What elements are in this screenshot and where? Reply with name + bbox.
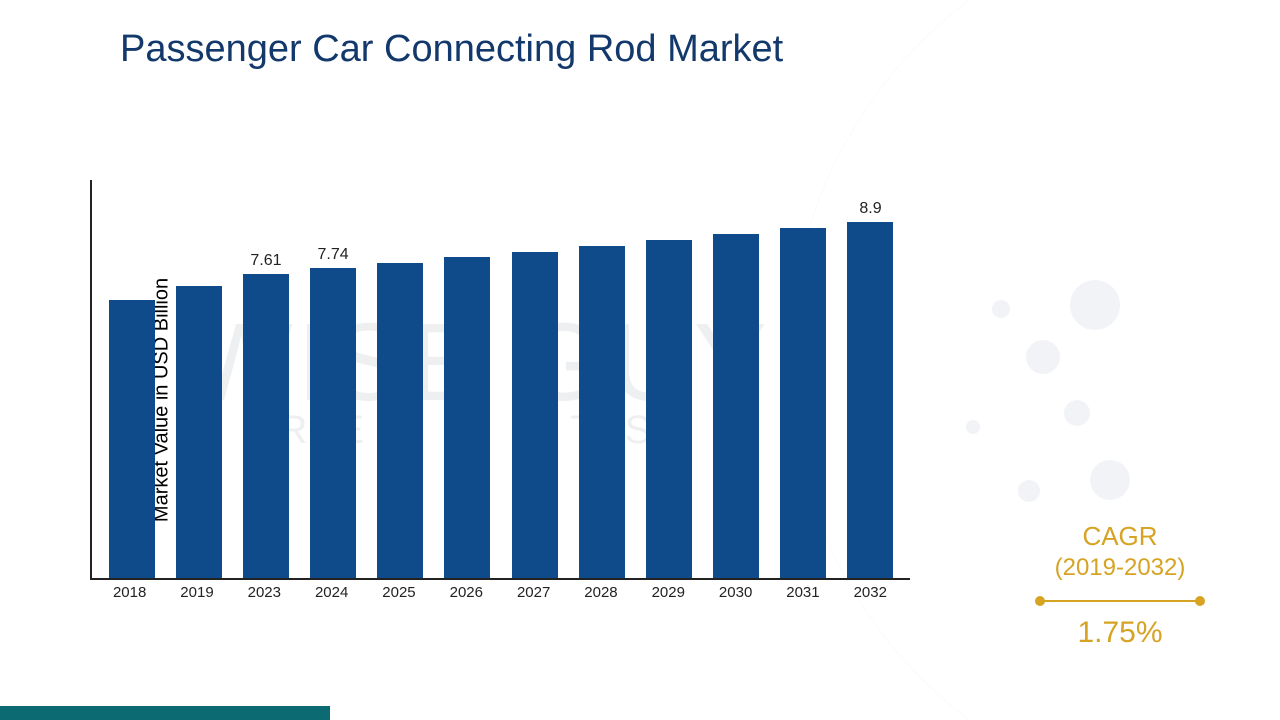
bar: [646, 240, 692, 578]
bar: [780, 228, 826, 578]
bar: [377, 263, 423, 578]
bar-slot: [501, 180, 568, 578]
x-tick-label: 2028: [567, 584, 634, 614]
chart: Market Value in USD Billion 7.617.748.9 …: [50, 180, 910, 620]
bar-slot: [568, 180, 635, 578]
bar-slot: [703, 180, 770, 578]
bar: [512, 252, 558, 578]
cagr-label: CAGR: [1020, 521, 1220, 552]
bar: [847, 222, 893, 578]
cagr-period: (2019-2032): [1020, 554, 1220, 582]
logo-head-icon: [1198, 22, 1256, 92]
cagr-divider: [1040, 600, 1200, 602]
x-tick-label: 2024: [298, 584, 365, 614]
cagr-value: 1.75%: [1020, 616, 1220, 650]
bar-slot: [770, 180, 837, 578]
bar: [109, 300, 155, 578]
bar-value-label: 8.9: [859, 200, 881, 218]
bar-slot: [635, 180, 702, 578]
bar: [176, 286, 222, 578]
bar: [579, 246, 625, 578]
bar-slot: 7.61: [232, 180, 299, 578]
cagr-block: CAGR (2019-2032) 1.75%: [1020, 521, 1220, 650]
x-tick-label: 2025: [365, 584, 432, 614]
brand-sub: REPORTS: [1016, 60, 1194, 76]
bar-slot: 8.9: [837, 180, 904, 578]
bar-slot: 7.74: [300, 180, 367, 578]
x-tick-label: 2032: [837, 584, 904, 614]
stage: WISE GUY REPORTS Passenger Car Connectin…: [0, 0, 1280, 720]
x-tick-label: 2019: [163, 584, 230, 614]
bar: [444, 257, 490, 578]
x-axis-labels: 2018201920232024202520262027202820292030…: [90, 584, 910, 614]
watermark-dots: [900, 160, 1160, 520]
bottom-accent-bar: [0, 706, 330, 720]
plot-area: 7.61 7.74 8.9: [90, 180, 910, 580]
brand-logo: WISE GUY REPORTS: [1016, 24, 1250, 76]
bar: [243, 274, 289, 578]
bars-container: 7.61 7.74 8.9: [92, 180, 910, 578]
x-tick-label: 2031: [769, 584, 836, 614]
bar: [713, 234, 759, 578]
x-tick-label: 2027: [500, 584, 567, 614]
brand-main-text: WISE GUY: [1016, 22, 1194, 60]
bar-value-label: 7.61: [250, 252, 281, 270]
x-tick-label: 2018: [96, 584, 163, 614]
chart-title: Passenger Car Connecting Rod Market: [120, 28, 783, 71]
brand-main: WISE GUY: [1016, 24, 1194, 58]
x-tick-label: 2029: [635, 584, 702, 614]
bar-value-label: 7.74: [318, 246, 349, 264]
x-tick-label: 2023: [231, 584, 298, 614]
bar-slot: [367, 180, 434, 578]
bar-slot: [165, 180, 232, 578]
bar-slot: [98, 180, 165, 578]
x-tick-label: 2026: [433, 584, 500, 614]
bar: [310, 268, 356, 578]
bar-slot: [434, 180, 501, 578]
x-tick-label: 2030: [702, 584, 769, 614]
